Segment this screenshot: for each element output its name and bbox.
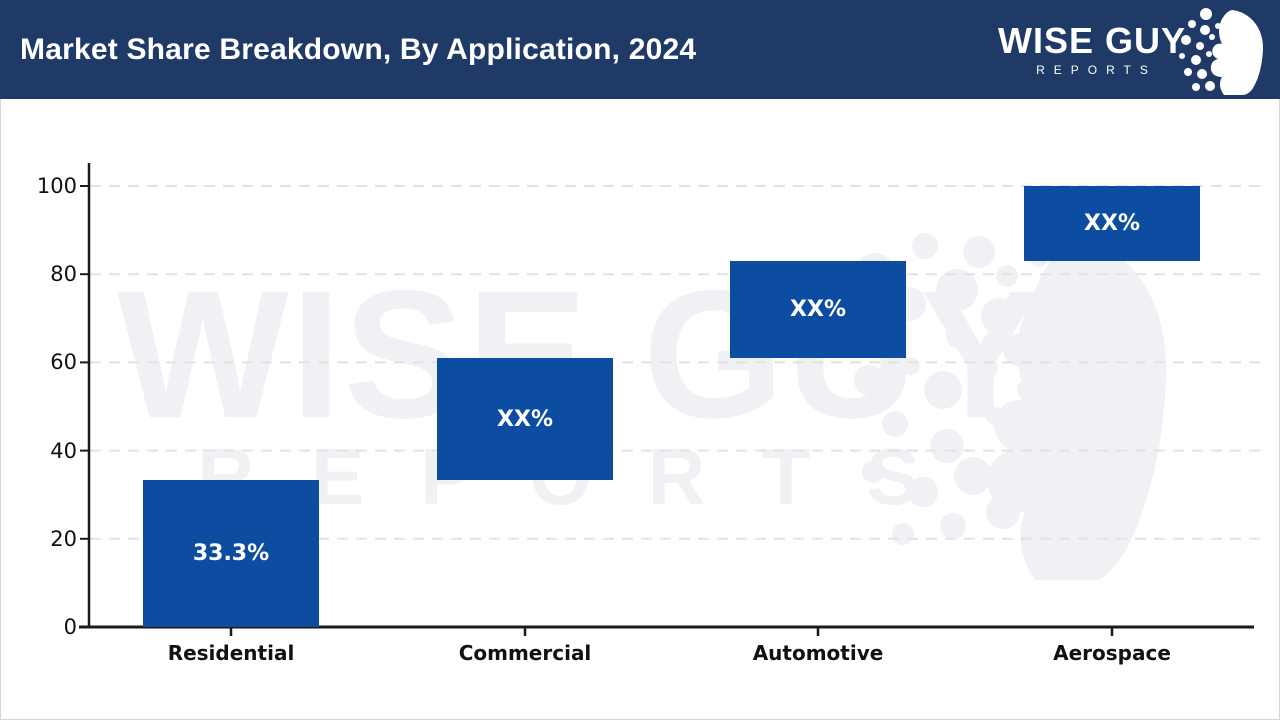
y-tick-label: 100 xyxy=(36,174,77,198)
logo-subtitle: REPORTS xyxy=(1036,62,1157,77)
bar-value-label: XX% xyxy=(790,296,846,322)
x-tick-label-residential: Residential xyxy=(167,641,295,665)
bar-value-label: XX% xyxy=(1084,210,1140,236)
x-tick-label-automotive: Automotive xyxy=(752,641,884,665)
bar-value-label: 33.3% xyxy=(192,541,270,567)
logo-wordmark: WISE GUY xyxy=(997,19,1186,61)
bar-residential: 33.3% xyxy=(143,480,319,627)
bar-automotive: XX% xyxy=(730,260,906,358)
y-tick-label: 0 xyxy=(63,615,77,639)
y-tick-label: 60 xyxy=(50,350,77,375)
y-tick-label: 20 xyxy=(50,526,77,551)
bar-commercial: XX% xyxy=(437,357,613,481)
x-tick-label-commercial: Commercial xyxy=(458,641,592,665)
page-title: Market Share Breakdown, By Application, … xyxy=(20,32,697,66)
logo-text: WISE GUY REPORTS xyxy=(997,19,1186,77)
y-tick-label: 40 xyxy=(50,438,77,463)
watermark-head-icon xyxy=(850,233,1167,580)
y-tick-label: 80 xyxy=(50,262,77,287)
bar-value-label: XX% xyxy=(497,406,553,432)
wiseguy-logo: WISE GUY REPORTS xyxy=(998,4,1268,96)
header: Market Share Breakdown, By Application, … xyxy=(0,0,1280,99)
bar-aerospace: XX% xyxy=(1024,186,1200,261)
plot-area: WISE GUY REPORTS 33.3%XX%XX%XX% 02040608… xyxy=(0,99,1280,720)
logo-head-icon xyxy=(1179,7,1264,95)
x-tick-label-aerospace: Aerospace xyxy=(1053,641,1171,665)
